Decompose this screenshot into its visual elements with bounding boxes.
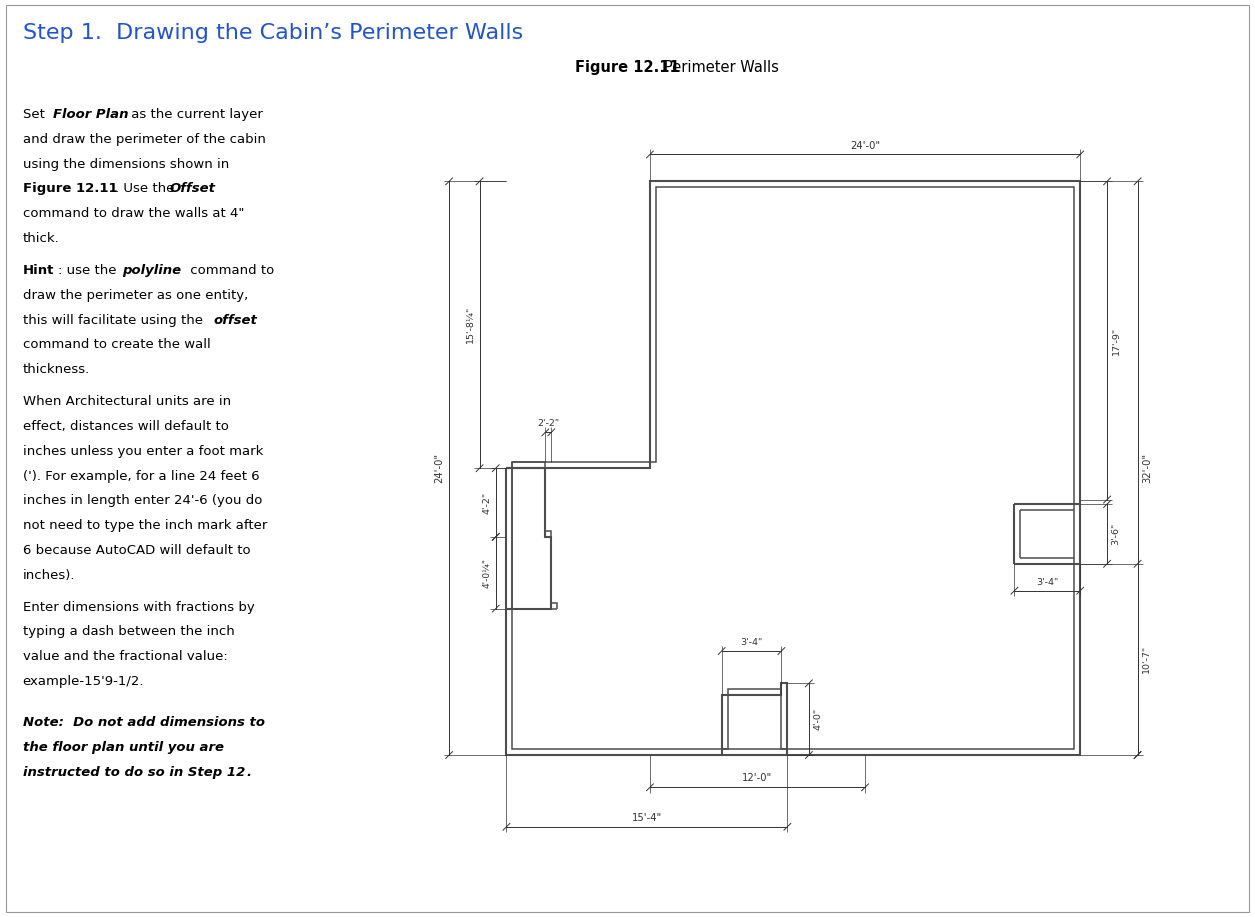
Text: value and the fractional value:: value and the fractional value: <box>23 650 227 663</box>
Text: 15'-4": 15'-4" <box>631 812 663 823</box>
Text: 4'-2": 4'-2" <box>482 492 491 514</box>
Text: 3'-4": 3'-4" <box>740 638 763 647</box>
Text: 24'-0": 24'-0" <box>850 140 880 150</box>
Text: 3'-6": 3'-6" <box>1112 523 1121 545</box>
Text: Step 1.  Drawing the Cabin’s Perimeter Walls: Step 1. Drawing the Cabin’s Perimeter Wa… <box>23 23 523 43</box>
Text: command to create the wall: command to create the wall <box>23 338 211 351</box>
Text: inches unless you enter a foot mark: inches unless you enter a foot mark <box>23 445 264 458</box>
Text: Perimeter Walls: Perimeter Walls <box>664 60 779 74</box>
Text: offset: offset <box>213 314 257 326</box>
Text: 10'-7": 10'-7" <box>1142 646 1151 673</box>
Text: thickness.: thickness. <box>23 363 90 376</box>
Text: polyline: polyline <box>122 264 181 277</box>
Text: 2'-2": 2'-2" <box>537 419 560 428</box>
Text: 24'-0": 24'-0" <box>434 453 444 483</box>
Text: the floor plan until you are: the floor plan until you are <box>23 741 223 754</box>
Text: 17'-9": 17'-9" <box>1112 326 1121 355</box>
Text: using the dimensions shown in: using the dimensions shown in <box>23 158 228 171</box>
Text: : use the: : use the <box>58 264 120 277</box>
Text: command to draw the walls at 4": command to draw the walls at 4" <box>23 207 243 220</box>
Text: as the current layer: as the current layer <box>127 108 262 121</box>
Text: and draw the perimeter of the cabin: and draw the perimeter of the cabin <box>23 133 266 146</box>
Text: When Architectural units are in: When Architectural units are in <box>23 395 231 408</box>
Text: Note:  Do not add dimensions to: Note: Do not add dimensions to <box>23 716 265 729</box>
Text: ('). For example, for a line 24 feet 6: ('). For example, for a line 24 feet 6 <box>23 470 260 482</box>
Text: this will facilitate using the: this will facilitate using the <box>23 314 207 326</box>
Text: Figure 12.11: Figure 12.11 <box>23 182 117 195</box>
Text: .: . <box>246 766 251 779</box>
Text: instructed to do so in Step 12: instructed to do so in Step 12 <box>23 766 245 779</box>
Text: Hint: Hint <box>23 264 54 277</box>
Text: Figure 12.11: Figure 12.11 <box>575 60 680 74</box>
Text: . Use the: . Use the <box>115 182 179 195</box>
Text: inches).: inches). <box>23 569 75 581</box>
Text: thick.: thick. <box>23 232 59 245</box>
Text: not need to type the inch mark after: not need to type the inch mark after <box>23 519 267 532</box>
Text: Offset: Offset <box>169 182 216 195</box>
Text: 6 because AutoCAD will default to: 6 because AutoCAD will default to <box>23 544 250 557</box>
Text: example-15'9-1/2.: example-15'9-1/2. <box>23 675 144 688</box>
Text: Set: Set <box>23 108 49 121</box>
Text: draw the perimeter as one entity,: draw the perimeter as one entity, <box>23 289 247 302</box>
Text: Enter dimensions with fractions by: Enter dimensions with fractions by <box>23 601 255 613</box>
Text: 4'-0": 4'-0" <box>813 708 822 730</box>
Text: 12'-0": 12'-0" <box>743 773 773 783</box>
Text: 4'-0¼": 4'-0¼" <box>482 558 491 588</box>
Text: Floor Plan: Floor Plan <box>53 108 128 121</box>
Text: 15'-8¼": 15'-8¼" <box>466 306 476 343</box>
Text: 32'-0": 32'-0" <box>1142 453 1152 483</box>
Text: command to: command to <box>186 264 274 277</box>
Text: inches in length enter 24'-6 (you do: inches in length enter 24'-6 (you do <box>23 494 262 507</box>
Text: effect, distances will default to: effect, distances will default to <box>23 420 228 433</box>
Text: 3'-4": 3'-4" <box>1037 578 1058 587</box>
Text: typing a dash between the inch: typing a dash between the inch <box>23 625 235 638</box>
